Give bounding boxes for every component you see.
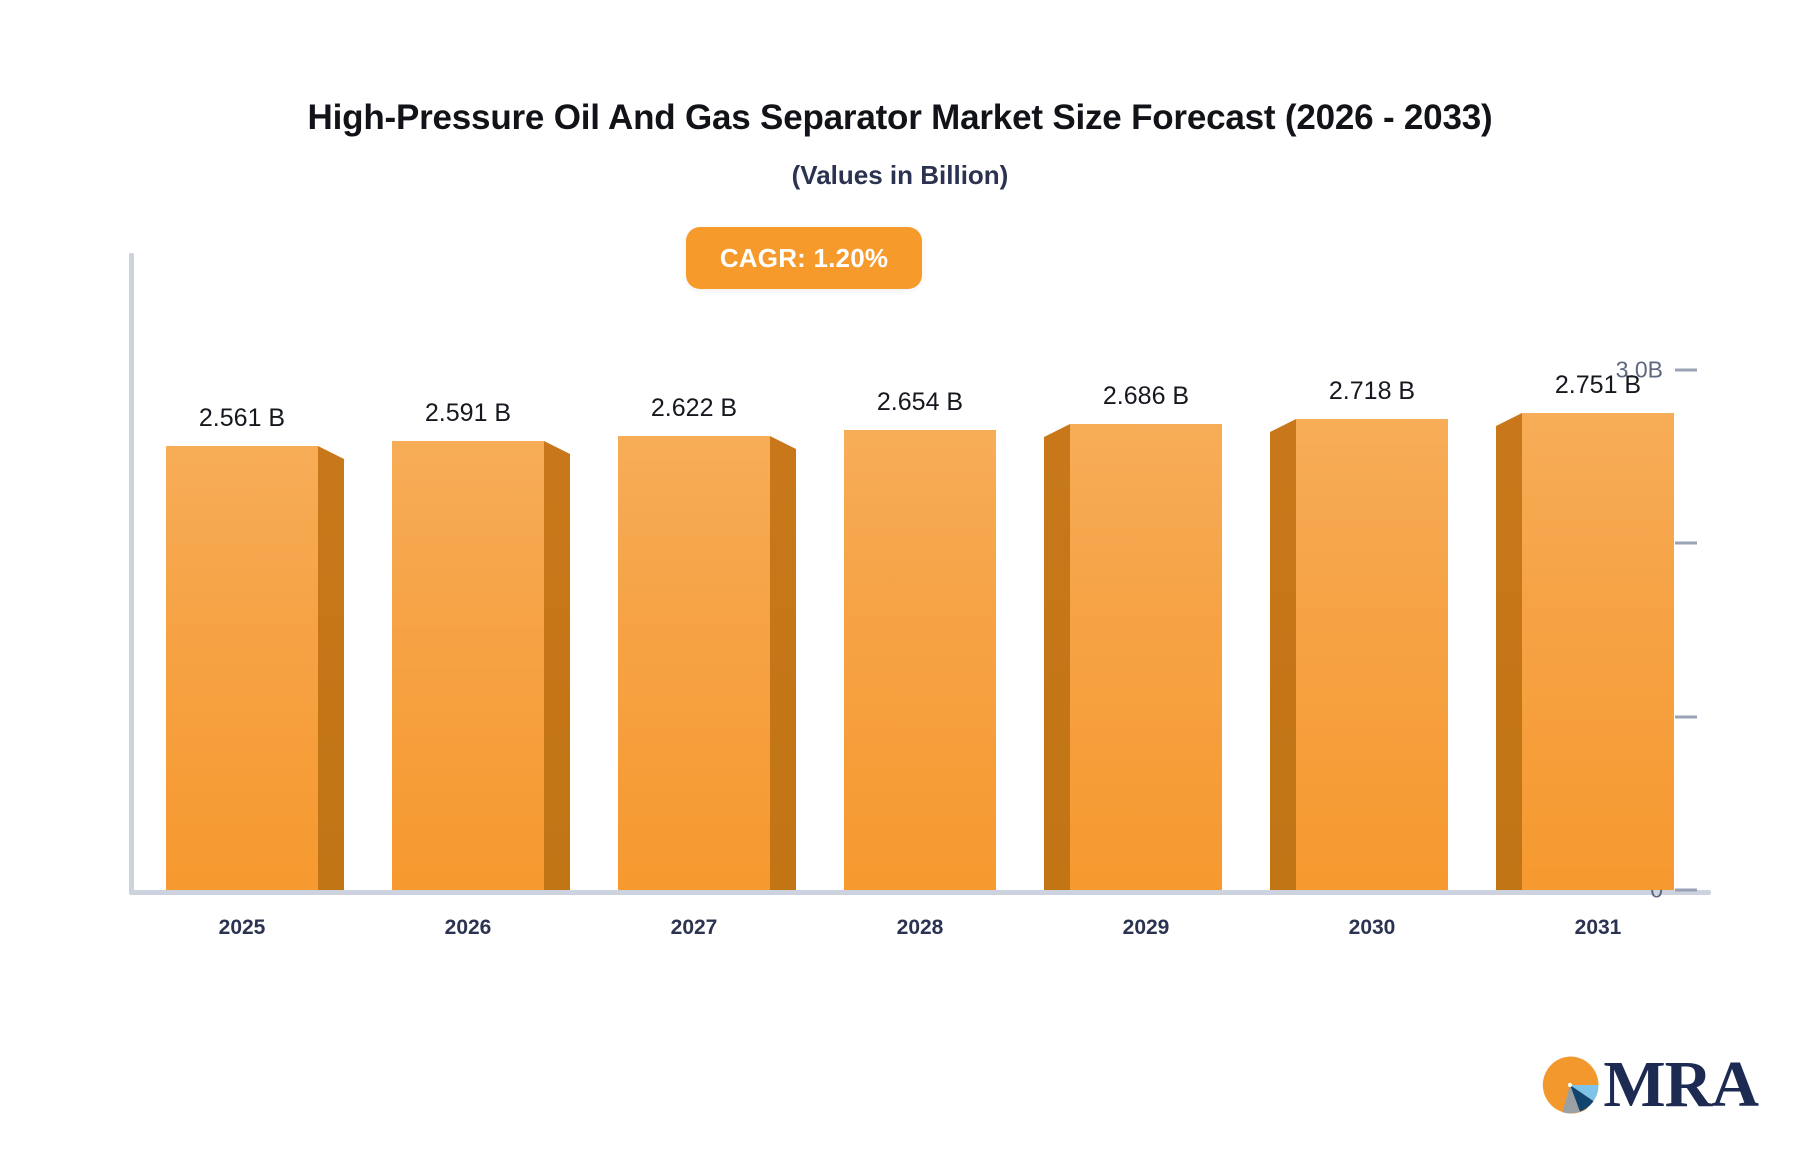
bar-value-label: 2.591 B (424, 398, 512, 427)
x-axis-label: 2025 (218, 916, 266, 939)
bar-front-face (1070, 424, 1222, 890)
bar-front-face (1296, 418, 1448, 890)
logo-text: MRA (1603, 1048, 1759, 1121)
bar-side-face (318, 459, 344, 890)
x-axis-label: 2031 (1574, 916, 1622, 939)
x-axis-label: 2028 (896, 916, 944, 939)
bar-column[interactable] (1044, 250, 1222, 890)
y-axis-tick-mark (1675, 715, 1697, 719)
bar-front-face (392, 440, 544, 890)
bar-column[interactable] (392, 250, 570, 890)
bar-bevel-face (1270, 418, 1296, 432)
x-axis-label: 2030 (1348, 916, 1396, 939)
mra-logo: MRA (1539, 1048, 1759, 1121)
y-axis-tick-mark (1675, 541, 1697, 545)
page-subtitle: (Values in Billion) (791, 160, 1009, 190)
y-axis-tick-mark (1675, 888, 1697, 892)
bar-front-face (1522, 413, 1674, 890)
bar-side-face (770, 448, 796, 890)
x-axis-label: 2027 (670, 916, 718, 939)
bar-body[interactable] (392, 440, 570, 890)
bar-bevel-face (770, 435, 796, 449)
bar-value-label: 2.751 B (1554, 371, 1642, 400)
cagr-badge: CAGR: 1.20% (686, 227, 922, 289)
bar-body[interactable] (844, 429, 996, 890)
bar-bevel-face (318, 446, 344, 460)
bar-series: 2.561 B 2.591 B 2.622 B 2.654 B 2.686 B 2.718… (129, 253, 1711, 893)
y-axis-tick-mark (1675, 368, 1697, 372)
bar-side-face (1044, 437, 1070, 890)
bar-column[interactable] (1270, 250, 1448, 890)
bar-body[interactable] (1044, 424, 1222, 890)
pie-chart-icon (1543, 1056, 1599, 1114)
bar-body[interactable] (166, 446, 344, 890)
bar-side-face (1496, 426, 1522, 890)
x-axis-line (129, 890, 1711, 895)
bar-bevel-face (544, 440, 570, 454)
bar-value-label: 2.654 B (876, 387, 964, 416)
bar-bevel-face (1044, 424, 1070, 438)
bar-value-label: 2.686 B (1102, 382, 1190, 411)
y-axis-line (129, 253, 134, 893)
x-axis-label: 2026 (444, 916, 492, 939)
bar-side-face (544, 453, 570, 890)
bar-front-face (166, 446, 318, 890)
bar-value-label: 2.622 B (650, 393, 738, 422)
bar-value-label: 2.561 B (198, 404, 286, 433)
bar-column[interactable] (166, 250, 344, 890)
bar-front-face (844, 429, 996, 890)
bar-bevel-face (1496, 413, 1522, 427)
bar-body[interactable] (1270, 418, 1448, 890)
plot-area: 01.0B2.0B3.0B 2.561 B2.591 B2.622 B2.654… (129, 253, 1711, 939)
bar-value-label: 2.718 B (1328, 376, 1416, 405)
bar-body[interactable] (1496, 413, 1674, 890)
bar-side-face (1270, 431, 1296, 890)
bar-front-face (618, 435, 770, 890)
cagr-badge-label: CAGR: 1.20% (719, 242, 889, 273)
bar-column[interactable] (844, 250, 996, 890)
y-axis-tick-label: 3.0B (1615, 356, 1663, 383)
bar-body[interactable] (618, 435, 796, 890)
page-title: High-Pressure Oil And Gas Separator Mark… (307, 98, 1493, 137)
bar-column[interactable] (1496, 250, 1674, 890)
bar-column[interactable] (618, 250, 796, 890)
x-axis-label: 2029 (1122, 916, 1170, 939)
